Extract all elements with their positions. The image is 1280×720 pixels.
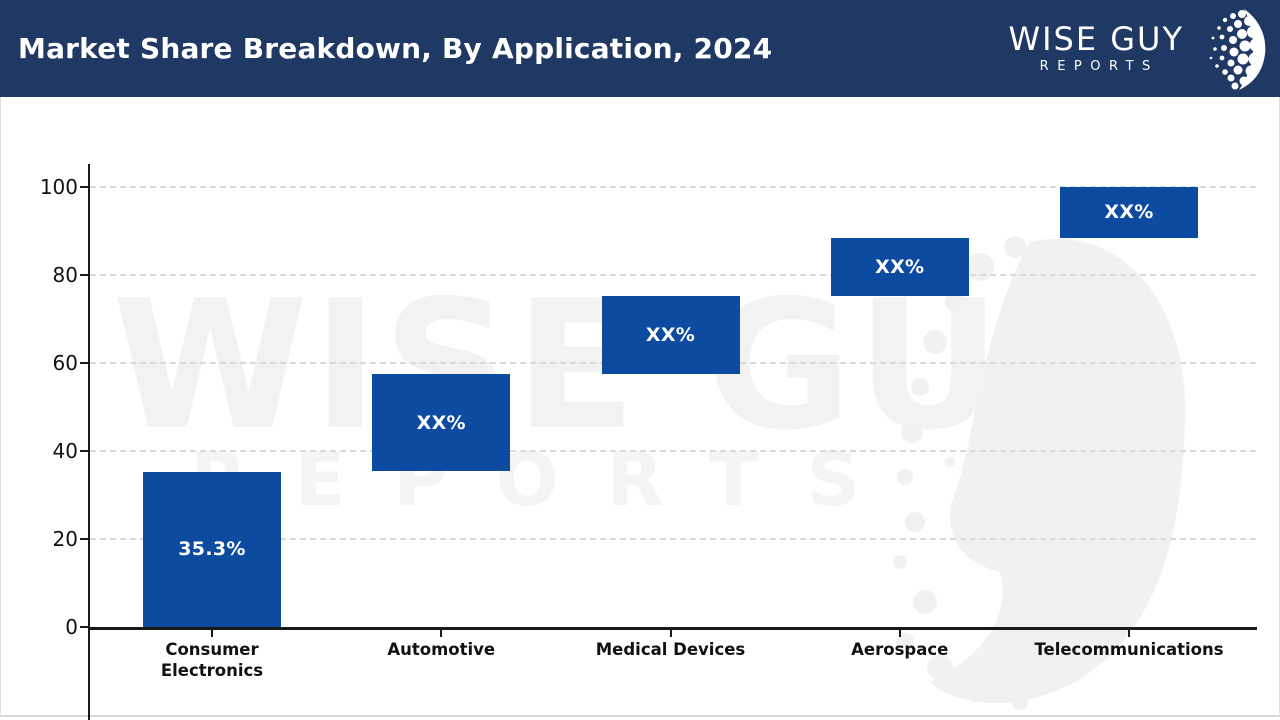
y-axis-spine — [88, 164, 90, 720]
x-tick — [211, 630, 213, 637]
y-tick-label: 40 — [52, 438, 78, 463]
logo-subtext: REPORTS — [1039, 58, 1159, 74]
x-category-label: Consumer Electronics — [160, 640, 264, 680]
y-tick — [80, 449, 88, 452]
watermark-face-icon — [893, 236, 1186, 710]
gridline — [90, 273, 1256, 276]
x-category-label: Aerospace — [851, 640, 949, 659]
bar: XX% — [830, 238, 969, 296]
bar-value-label: XX% — [1104, 201, 1154, 224]
bar-value-label: XX% — [875, 255, 925, 278]
page-border-left — [0, 97, 1, 717]
page-border-bottom — [0, 715, 1280, 717]
bar-value-label: XX% — [416, 411, 466, 434]
wise-guy-logo: WISE GUY REPORTS — [1008, 4, 1266, 94]
wise-guy-face-icon — [1209, 8, 1266, 90]
x-tick — [440, 630, 443, 637]
y-tick — [80, 361, 88, 364]
x-tick — [1128, 630, 1130, 637]
y-tick — [80, 537, 88, 540]
gridline — [90, 449, 1256, 452]
gridline — [90, 185, 1256, 188]
logo-text: WISE GUY REPORTS — [1008, 23, 1184, 74]
header-bar: Market Share Breakdown, By Application, … — [0, 0, 1280, 97]
y-tick-label: 20 — [52, 526, 78, 551]
x-axis-spine — [88, 627, 1257, 630]
bar: 35.3% — [143, 471, 281, 627]
y-tick — [80, 273, 88, 276]
bar: XX% — [601, 295, 740, 374]
bar: XX% — [1060, 186, 1198, 239]
bar-value-label: 35.3% — [178, 538, 246, 561]
x-category-label: Telecommunications — [1034, 640, 1224, 659]
logo-wordmark: WISE GUY — [1008, 20, 1184, 59]
y-tick-label: 60 — [52, 350, 78, 375]
y-tick — [80, 185, 88, 188]
page-title: Market Share Breakdown, By Application, … — [18, 32, 773, 65]
x-category-label: Automotive — [387, 640, 496, 659]
bar-value-label: XX% — [645, 323, 696, 346]
x-category-label: Medical Devices — [595, 640, 746, 659]
x-tick — [669, 630, 672, 637]
y-tick-label: 0 — [65, 615, 78, 639]
x-tick — [898, 630, 901, 637]
y-tick-label: 80 — [52, 262, 78, 287]
bar: XX% — [372, 373, 511, 472]
y-tick-label: 100 — [39, 174, 78, 199]
y-tick — [80, 626, 88, 628]
chart-area: WISE GUY REPORTS 0 20 40 60 80 100 35.3% Consum… — [0, 97, 1280, 720]
gridline — [90, 537, 1256, 540]
